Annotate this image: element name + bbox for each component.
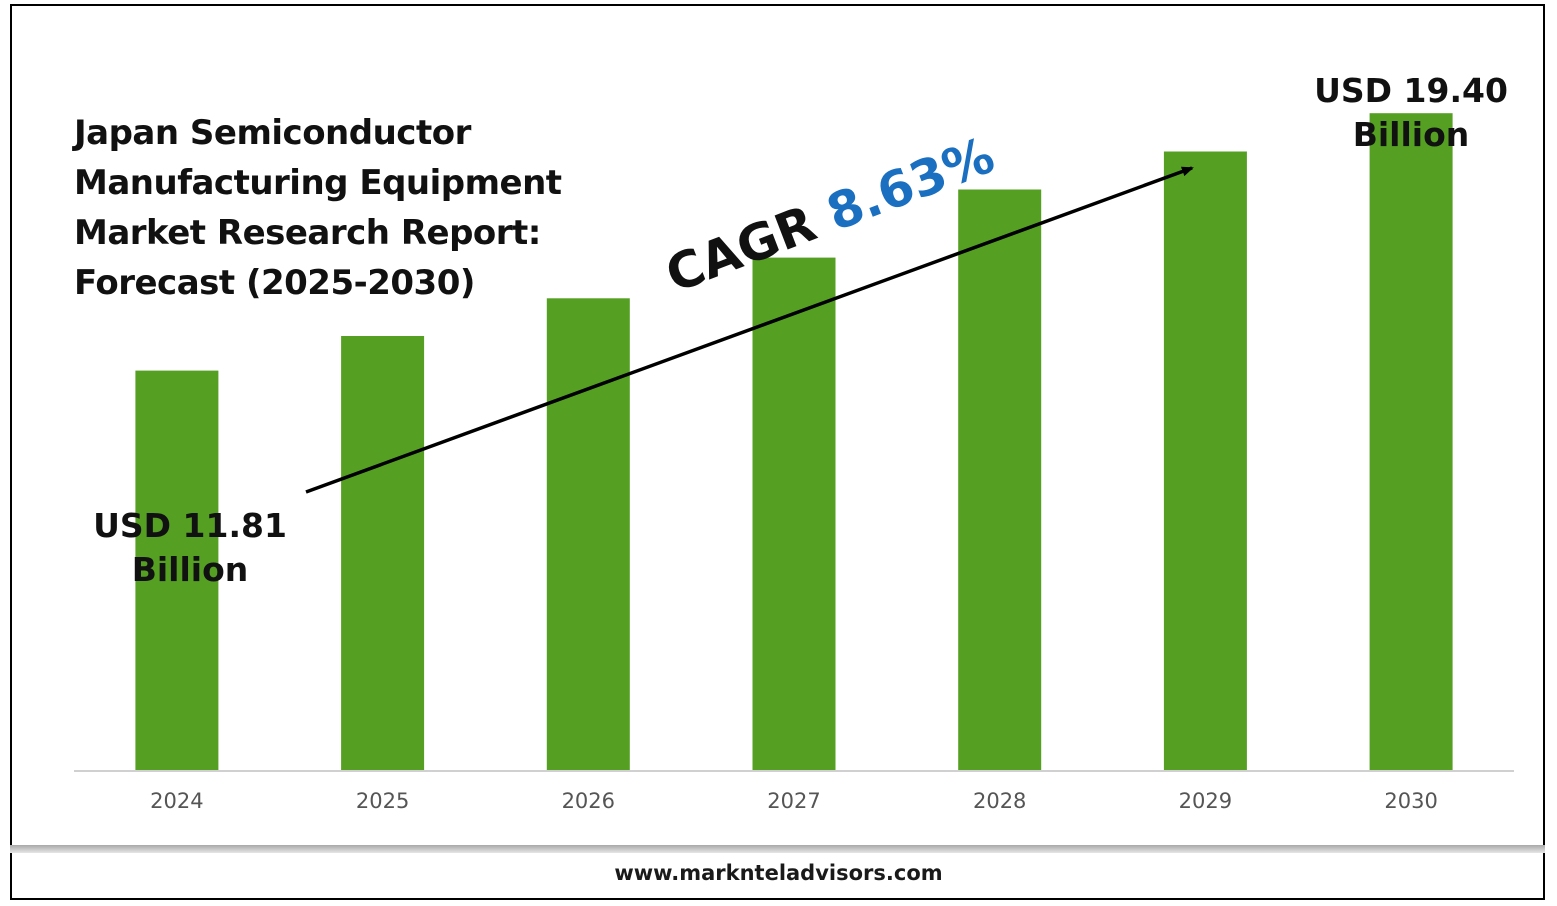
end-value-line: USD 19.40	[1314, 71, 1508, 110]
x-tick-label: 2030	[1384, 789, 1437, 813]
end-value-label: USD 19.40 Billion	[1300, 69, 1522, 157]
title-line: Japan Semiconductor	[74, 113, 471, 153]
bar-2030	[1369, 113, 1453, 771]
bar-2025	[341, 336, 425, 771]
x-tick-label: 2025	[356, 789, 409, 813]
x-tick-label: 2026	[562, 789, 615, 813]
x-tick-label: 2024	[150, 789, 203, 813]
bar-2028	[958, 189, 1042, 771]
title-line: Market Research Report:	[74, 213, 541, 253]
bar-2024	[135, 370, 219, 771]
chart-title: Japan Semiconductor Manufacturing Equipm…	[74, 108, 634, 308]
bar-2027	[752, 257, 836, 772]
footer-divider	[10, 845, 1545, 853]
x-tick-label: 2028	[973, 789, 1026, 813]
growth-arrow	[305, 166, 1194, 494]
x-tick-label: 2027	[767, 789, 820, 813]
title-line: Forecast (2025-2030)	[74, 263, 475, 303]
start-value-label: USD 11.81 Billion	[80, 504, 300, 592]
bar-2029	[1163, 151, 1247, 771]
x-tick-label: 2029	[1179, 789, 1232, 813]
bar-2026	[546, 298, 630, 771]
end-unit-line: Billion	[1352, 115, 1470, 154]
start-value-line: USD 11.81	[93, 506, 287, 545]
start-unit-line: Billion	[131, 550, 249, 589]
footer-url: www.marknteladvisors.com	[614, 861, 943, 885]
title-line: Manufacturing Equipment	[74, 163, 562, 203]
